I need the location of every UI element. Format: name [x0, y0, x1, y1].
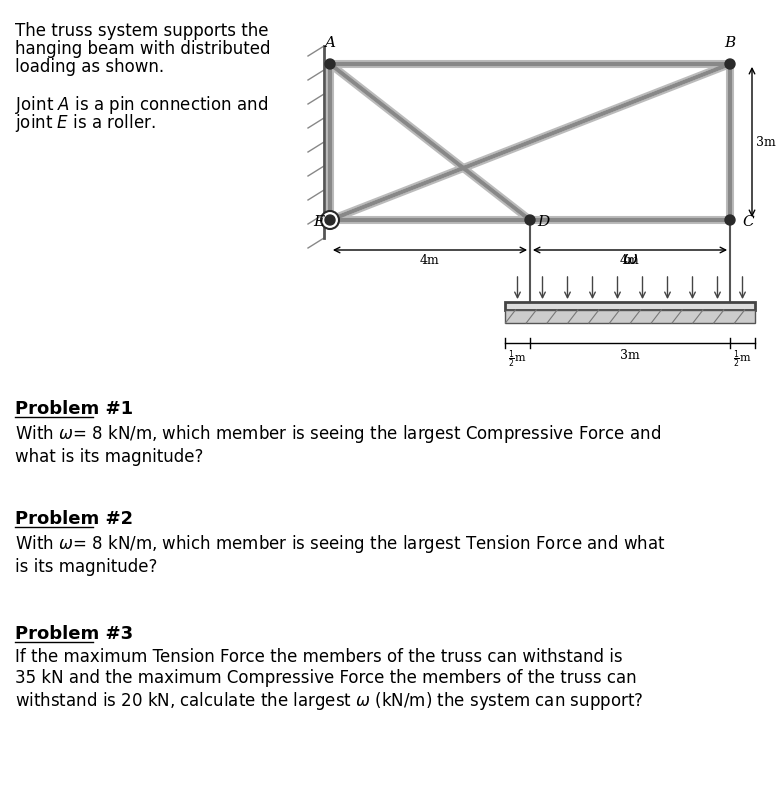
Text: With $\omega$= 8 kN/m, which member is seeing the largest Tension Force and what: With $\omega$= 8 kN/m, which member is s…	[15, 533, 665, 575]
Text: $\frac{1}{2}$m: $\frac{1}{2}$m	[733, 349, 752, 371]
Text: 3m: 3m	[756, 135, 776, 148]
Text: 4m: 4m	[420, 254, 440, 267]
Text: 4m: 4m	[620, 254, 640, 267]
Text: $\omega$: $\omega$	[622, 250, 638, 268]
Circle shape	[525, 215, 535, 225]
Circle shape	[725, 59, 735, 69]
Text: Problem #3: Problem #3	[15, 625, 133, 643]
Text: $\frac{1}{2}$m: $\frac{1}{2}$m	[509, 349, 526, 371]
Polygon shape	[505, 302, 755, 310]
Text: E: E	[313, 215, 324, 229]
Text: hanging beam with distributed: hanging beam with distributed	[15, 40, 271, 58]
Text: C: C	[742, 215, 753, 229]
Text: Problem #2: Problem #2	[15, 510, 133, 528]
Text: joint $E$ is a roller.: joint $E$ is a roller.	[15, 112, 156, 134]
Text: D: D	[537, 215, 549, 229]
Text: Joint $A$ is a pin connection and: Joint $A$ is a pin connection and	[15, 94, 268, 116]
Polygon shape	[505, 310, 755, 323]
Text: A: A	[324, 36, 335, 50]
Text: B: B	[725, 36, 736, 50]
Circle shape	[325, 59, 335, 69]
Text: If the maximum Tension Force the members of the truss can withstand is
35 kN and: If the maximum Tension Force the members…	[15, 648, 644, 712]
Circle shape	[725, 215, 735, 225]
Text: The truss system supports the: The truss system supports the	[15, 22, 268, 40]
Text: loading as shown.: loading as shown.	[15, 58, 164, 76]
Text: With $\omega$= 8 kN/m, which member is seeing the largest Compressive Force and
: With $\omega$= 8 kN/m, which member is s…	[15, 423, 661, 465]
Circle shape	[321, 211, 339, 229]
Text: Problem #1: Problem #1	[15, 400, 133, 418]
Text: 3m: 3m	[620, 349, 640, 362]
Circle shape	[325, 215, 335, 225]
Circle shape	[327, 217, 333, 223]
